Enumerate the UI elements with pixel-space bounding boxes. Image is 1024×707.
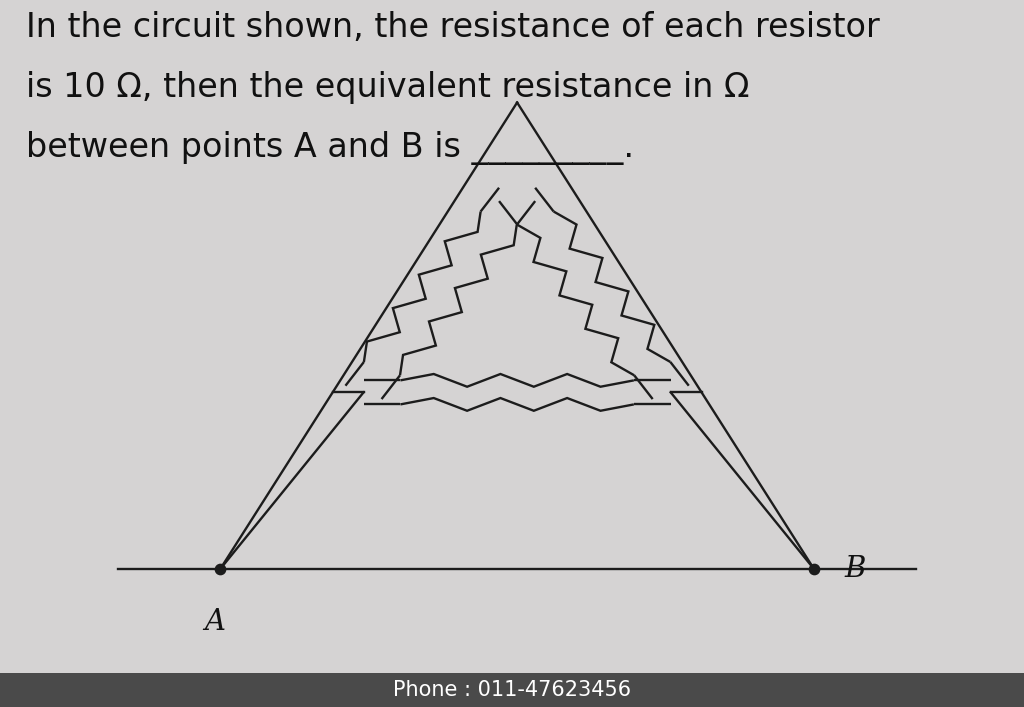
- Text: between points A and B is _________.: between points A and B is _________.: [26, 131, 634, 165]
- Point: [212, 563, 228, 575]
- Point: [806, 563, 822, 575]
- Text: In the circuit shown, the resistance of each resistor: In the circuit shown, the resistance of …: [26, 11, 880, 44]
- Text: is 10 Ω, then the equivalent resistance in Ω: is 10 Ω, then the equivalent resistance …: [26, 71, 750, 104]
- Text: Phone : 011-47623456: Phone : 011-47623456: [393, 680, 631, 700]
- Text: A: A: [205, 608, 225, 636]
- Text: B: B: [845, 555, 866, 583]
- Bar: [0, 673, 1024, 707]
